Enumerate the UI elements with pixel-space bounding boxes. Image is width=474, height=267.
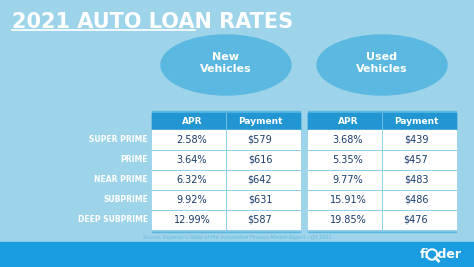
Text: SUBPRIME: SUBPRIME	[103, 195, 148, 205]
Bar	[152, 111, 300, 145]
Text: APR: APR	[337, 117, 358, 126]
Text: NEAR PRIME: NEAR PRIME	[94, 175, 148, 184]
Bar	[152, 190, 300, 210]
Text: $476: $476	[404, 215, 428, 225]
Text: Source: Experian's State of the Automotive Finance Market Report – Q3 2021: Source: Experian's State of the Automoti…	[143, 235, 331, 241]
Bar	[0, 242, 474, 267]
Text: 9.77%: 9.77%	[333, 175, 364, 185]
Text: 9.92%: 9.92%	[177, 195, 207, 205]
Text: 3.64%: 3.64%	[177, 155, 207, 165]
Text: finder: finder	[420, 248, 462, 261]
Text: 6.32%: 6.32%	[177, 175, 207, 185]
Ellipse shape	[317, 35, 447, 95]
Text: 15.91%: 15.91%	[329, 195, 366, 205]
Text: New
Vehicles: New Vehicles	[200, 52, 252, 74]
Bar	[308, 190, 456, 210]
Text: Payment: Payment	[238, 117, 283, 126]
Bar	[308, 113, 456, 232]
Bar	[308, 113, 456, 130]
Ellipse shape	[161, 35, 291, 95]
Bar	[152, 113, 300, 232]
Bar	[308, 210, 456, 230]
Text: $642: $642	[248, 175, 273, 185]
Text: PRIME: PRIME	[120, 155, 148, 164]
Text: $457: $457	[404, 155, 428, 165]
Text: 5.35%: 5.35%	[333, 155, 364, 165]
Text: $439: $439	[404, 135, 428, 145]
Bar	[152, 210, 300, 230]
Text: 19.85%: 19.85%	[329, 215, 366, 225]
Text: Used
Vehicles: Used Vehicles	[356, 52, 408, 74]
Text: SUPER PRIME: SUPER PRIME	[90, 135, 148, 144]
Text: $579: $579	[247, 135, 273, 145]
Bar	[152, 130, 300, 150]
Text: 2021 AUTO LOAN RATES: 2021 AUTO LOAN RATES	[12, 12, 293, 32]
Bar	[308, 111, 456, 145]
Bar	[152, 170, 300, 190]
Circle shape	[427, 249, 438, 260]
Text: $587: $587	[247, 215, 273, 225]
Text: 2.58%: 2.58%	[177, 135, 207, 145]
Text: $483: $483	[404, 175, 428, 185]
Text: DEEP SUBPRIME: DEEP SUBPRIME	[78, 215, 148, 225]
Circle shape	[428, 251, 436, 258]
Bar	[152, 113, 300, 130]
Text: 12.99%: 12.99%	[173, 215, 210, 225]
Text: 3.68%: 3.68%	[333, 135, 363, 145]
Text: $631: $631	[248, 195, 272, 205]
Bar	[152, 150, 300, 170]
Text: Payment: Payment	[394, 117, 438, 126]
Text: $616: $616	[248, 155, 272, 165]
Bar	[308, 130, 456, 150]
Text: APR: APR	[182, 117, 202, 126]
Bar	[308, 150, 456, 170]
Text: $486: $486	[404, 195, 428, 205]
Bar	[308, 170, 456, 190]
